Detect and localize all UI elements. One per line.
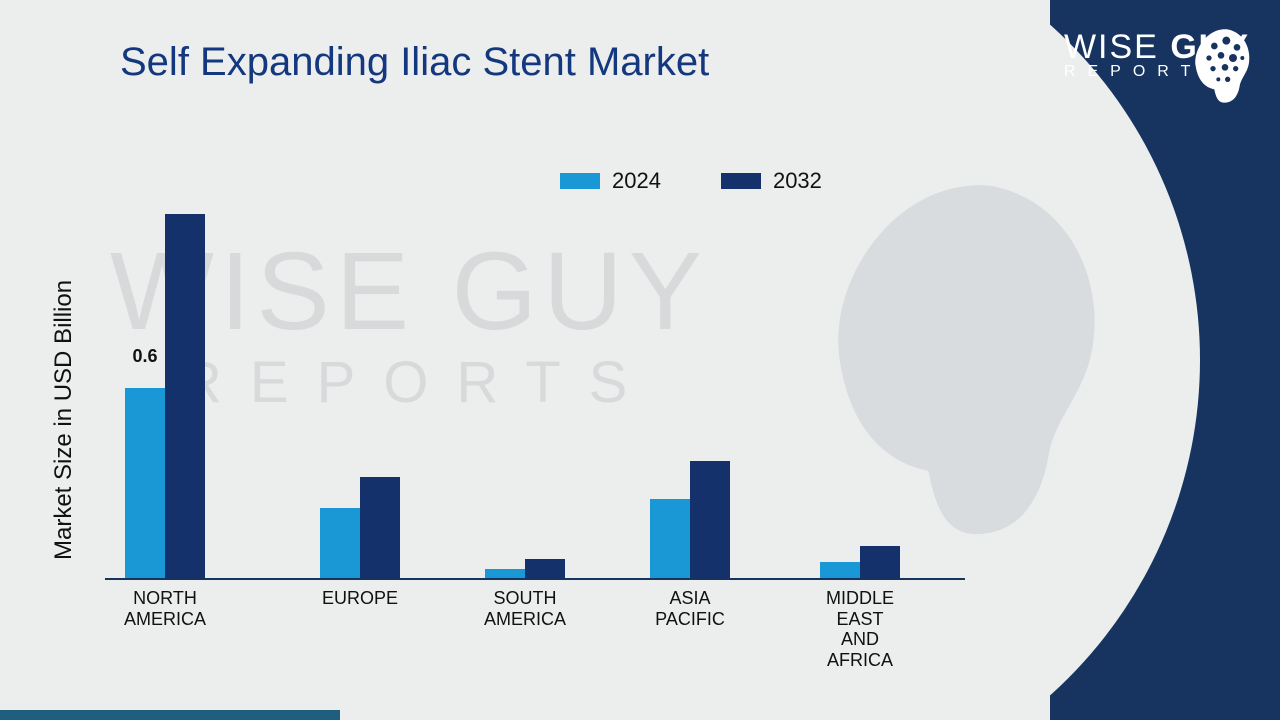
bar-2024 (820, 562, 860, 578)
category-label: NORTH AMERICA (95, 588, 235, 629)
category-label: ASIA PACIFIC (620, 588, 760, 629)
bar-2024 (125, 388, 165, 578)
legend-item-2032: 2032 (721, 168, 822, 194)
category-label: EUROPE (290, 588, 430, 609)
bar-chart: 0.6NORTH AMERICAEUROPESOUTH AMERICAASIA … (105, 200, 965, 580)
x-axis-line (105, 578, 965, 580)
bar-value-label: 0.6 (132, 346, 157, 367)
bar-2024 (650, 499, 690, 578)
logo-head-icon (1186, 26, 1256, 106)
bar-2024 (485, 569, 525, 579)
legend-label-2032: 2032 (773, 168, 822, 194)
bottom-accent-bar (0, 710, 340, 720)
logo-word-1: WISE (1064, 28, 1159, 66)
legend-label-2024: 2024 (612, 168, 661, 194)
bar-2024 (320, 508, 360, 578)
chart-title: Self Expanding Iliac Stent Market (120, 40, 709, 85)
category-label: SOUTH AMERICA (455, 588, 595, 629)
chart-legend: 2024 2032 (560, 168, 822, 194)
bar-2032 (360, 477, 400, 578)
legend-swatch-2032 (721, 173, 761, 189)
category-label: MIDDLE EAST AND AFRICA (790, 588, 930, 671)
legend-swatch-2024 (560, 173, 600, 189)
y-axis-label: Market Size in USD Billion (50, 280, 78, 560)
bar-2032 (860, 546, 900, 578)
bar-2032 (525, 559, 565, 578)
bar-2032 (690, 461, 730, 578)
infographic-canvas: WISE GUY REPORTS Self Expanding Iliac St… (0, 0, 1280, 720)
bar-2032 (165, 214, 205, 578)
legend-item-2024: 2024 (560, 168, 661, 194)
